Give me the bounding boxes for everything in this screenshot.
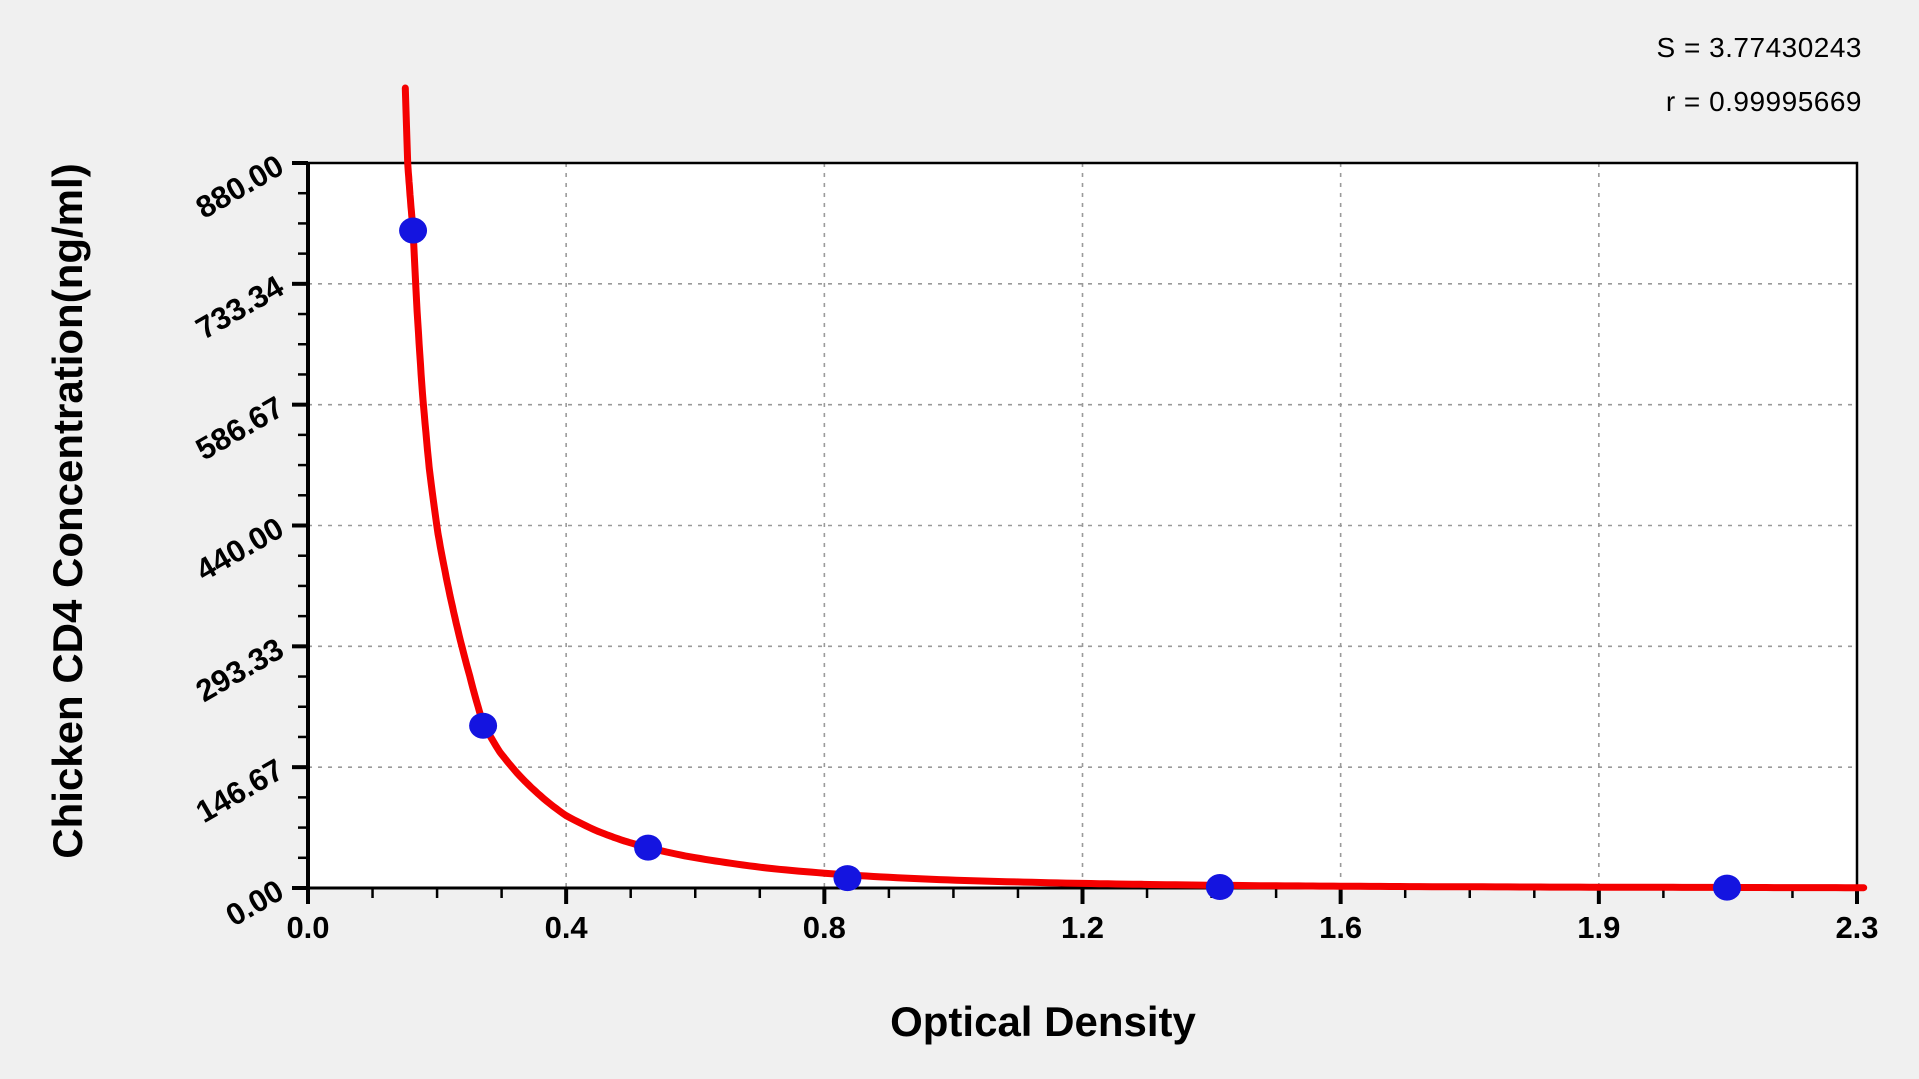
- x-tick-label: 0.4: [545, 910, 589, 945]
- y-tick-label: 733.34: [190, 268, 290, 346]
- x-axis-title: Optical Density: [890, 998, 1196, 1045]
- y-tick-label: 146.67: [190, 752, 290, 830]
- fit-parameter-r: r = 0.99995669: [1665, 86, 1862, 117]
- y-tick-label: 440.00: [190, 510, 290, 588]
- y-tick-label: 293.33: [190, 631, 290, 709]
- data-point: [833, 865, 862, 892]
- x-tick-label: 0.8: [803, 910, 846, 945]
- x-tick-label: 0.0: [286, 910, 329, 945]
- x-tick-label: 1.2: [1061, 910, 1104, 945]
- data-point: [399, 217, 428, 244]
- y-tick-label: 880.00: [190, 148, 290, 226]
- y-tick-label: 586.67: [190, 389, 290, 467]
- data-point: [469, 712, 498, 739]
- y-tick-label: 0.00: [220, 873, 290, 933]
- data-point: [634, 834, 663, 861]
- x-tick-label: 2.3: [1835, 910, 1878, 945]
- x-tick-label: 1.6: [1319, 910, 1362, 945]
- data-point: [1713, 874, 1742, 901]
- data-point: [1205, 874, 1234, 901]
- x-tick-label: 1.9: [1577, 910, 1620, 945]
- fit-parameter-s: S = 3.77430243: [1656, 32, 1862, 63]
- fit-curve: [401, 84, 1868, 892]
